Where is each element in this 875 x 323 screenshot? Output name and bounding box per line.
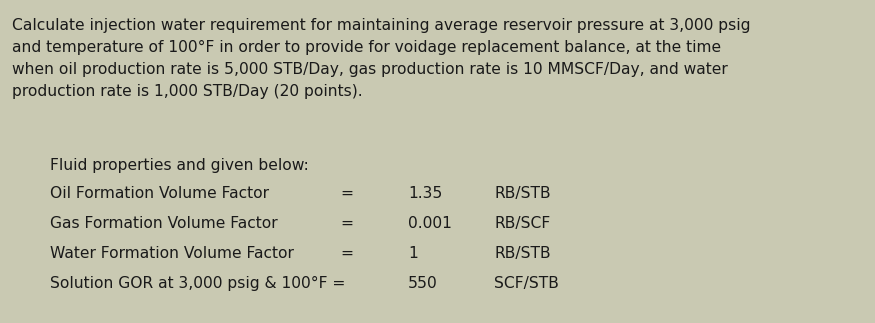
Text: RB/STB: RB/STB [494, 186, 550, 201]
Text: Calculate injection water requirement for maintaining average reservoir pressure: Calculate injection water requirement fo… [12, 18, 751, 33]
Text: RB/STB: RB/STB [494, 246, 550, 261]
Text: 550: 550 [408, 276, 438, 291]
Text: Water Formation Volume Factor: Water Formation Volume Factor [50, 246, 294, 261]
Text: Fluid properties and given below:: Fluid properties and given below: [50, 158, 309, 173]
Text: =: = [340, 216, 353, 231]
Text: SCF/STB: SCF/STB [494, 276, 559, 291]
Text: Solution GOR at 3,000 psig & 100°F =: Solution GOR at 3,000 psig & 100°F = [50, 276, 346, 291]
Text: RB/SCF: RB/SCF [494, 216, 550, 231]
Text: 1.35: 1.35 [408, 186, 443, 201]
Text: Oil Formation Volume Factor: Oil Formation Volume Factor [50, 186, 269, 201]
Text: =: = [340, 186, 353, 201]
Text: 0.001: 0.001 [408, 216, 452, 231]
Text: production rate is 1,000 STB/Day (20 points).: production rate is 1,000 STB/Day (20 poi… [12, 84, 362, 99]
Text: Gas Formation Volume Factor: Gas Formation Volume Factor [50, 216, 277, 231]
Text: =: = [340, 246, 353, 261]
Text: 1: 1 [408, 246, 417, 261]
Text: when oil production rate is 5,000 STB/Day, gas production rate is 10 MMSCF/Day, : when oil production rate is 5,000 STB/Da… [12, 62, 728, 77]
Text: and temperature of 100°F in order to provide for voidage replacement balance, at: and temperature of 100°F in order to pro… [12, 40, 721, 55]
